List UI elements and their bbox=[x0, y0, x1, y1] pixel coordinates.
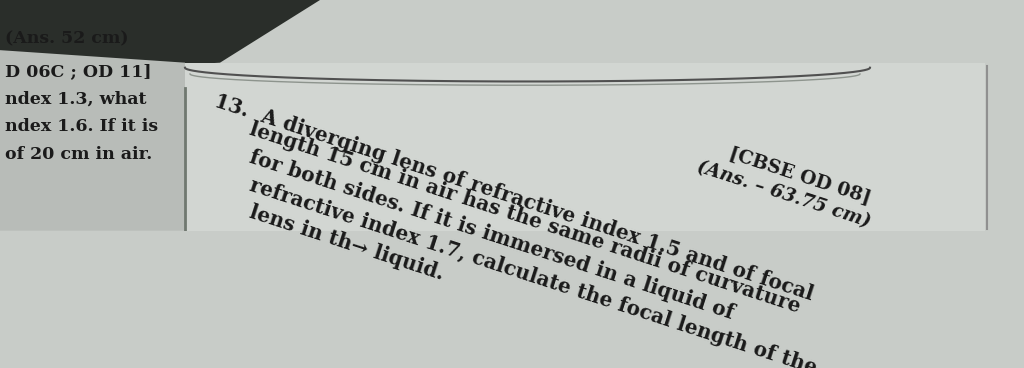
Polygon shape bbox=[0, 0, 319, 75]
Polygon shape bbox=[985, 63, 1024, 231]
Polygon shape bbox=[185, 63, 1000, 231]
Text: length 15 cm in air has the same radii of curvature: length 15 cm in air has the same radii o… bbox=[247, 119, 803, 317]
Text: [CBSE OD 08]: [CBSE OD 08] bbox=[727, 145, 872, 208]
Text: refractive index 1.7, calculate the focal length of the: refractive index 1.7, calculate the foca… bbox=[247, 176, 819, 368]
Text: D 06C ; OD 11]: D 06C ; OD 11] bbox=[5, 63, 152, 80]
Text: ndex 1.3, what: ndex 1.3, what bbox=[5, 91, 146, 108]
Text: of 20 cm in air.: of 20 cm in air. bbox=[5, 146, 153, 163]
Text: (Ans. 52 cm): (Ans. 52 cm) bbox=[5, 31, 128, 48]
Text: 13.  A diverging lens of refractive index 1.5 and of focal: 13. A diverging lens of refractive index… bbox=[212, 91, 816, 304]
Text: ndex 1.6. If it is: ndex 1.6. If it is bbox=[5, 118, 158, 135]
Text: lens in th→ liquid.: lens in th→ liquid. bbox=[247, 202, 446, 284]
Text: for both sides. If it is immersed in a liquid of: for both sides. If it is immersed in a l… bbox=[247, 147, 736, 323]
Text: (Ans. – 63.75 cm): (Ans. – 63.75 cm) bbox=[694, 158, 872, 231]
Polygon shape bbox=[0, 50, 185, 231]
